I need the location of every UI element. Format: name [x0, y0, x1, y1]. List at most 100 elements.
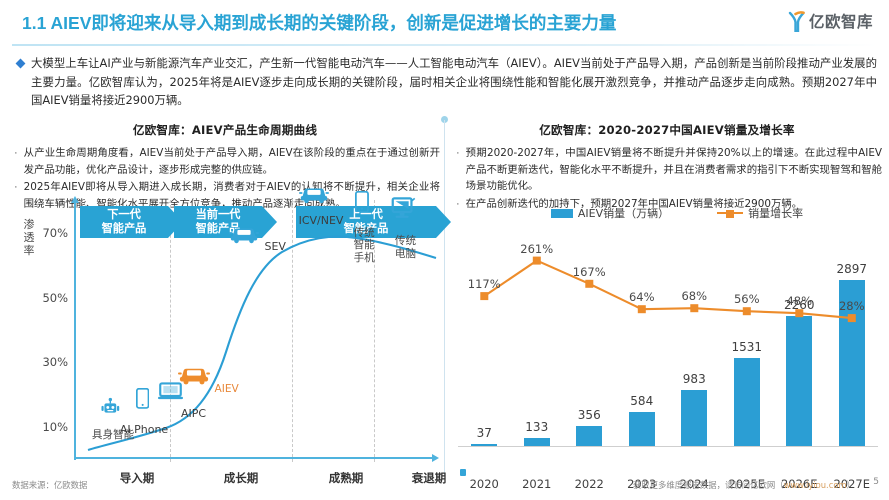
legend-item-sales[interactable]: AIEV销量（万辆） [550, 205, 670, 221]
page-title: 1.1 AIEV即将迎来从导入期到成长期的关键阶段，创新是促进增长的主要力量 [22, 13, 617, 33]
lifecycle-curve-line [87, 235, 437, 452]
lifecycle-y-tick: 50% [42, 290, 68, 305]
growth-line-marker[interactable] [585, 279, 594, 288]
product-marker-label: AIPC [181, 406, 207, 420]
panel-divider [444, 120, 445, 475]
bullet-dot-icon: · [14, 181, 18, 193]
laptop-icon [157, 381, 183, 400]
x-axis-label: 2027E [833, 477, 871, 491]
bar[interactable] [786, 316, 813, 446]
smartphone-icon [136, 387, 150, 409]
legend-line-swatch-icon [717, 209, 744, 218]
car-icon [299, 185, 330, 204]
legend-label-growth: 销量增长率 [748, 207, 804, 220]
left-panel-title: 亿欧智库：AIEV产品生命周期曲线 [132, 123, 318, 137]
lifecycle-y-tick: 10% [42, 419, 68, 434]
lifecycle-y-tick: 70% [42, 226, 68, 241]
bar[interactable] [576, 425, 603, 446]
product-marker-label: AIEV [214, 383, 239, 396]
bullet-dot-icon: · [456, 147, 460, 159]
legend-label-sales: AIEV销量（万辆） [577, 207, 670, 220]
growth-rate-label: 167% [572, 264, 606, 279]
bar[interactable] [628, 412, 655, 446]
chart-legend: AIEV销量（万辆） 销量增长率 [502, 205, 852, 221]
growth-line-marker[interactable] [847, 314, 856, 323]
lifecycle-stage-separator [292, 200, 293, 462]
x-axis-label: 2020 [469, 477, 499, 491]
lifecycle-y-tick: 30% [42, 355, 68, 370]
generation-banner-line1: 当前一代 [195, 208, 241, 221]
data-source: 数据来源：亿欧数据 [12, 480, 88, 490]
iyiou-website-link[interactable]: www.iyiou.com [783, 480, 847, 490]
car-icon [229, 225, 260, 244]
growth-rate-label: 64% [628, 290, 655, 305]
growth-rate-label: 117% [467, 277, 501, 292]
lead-paragraph-text: 大模型上车让AI产业与新能源汽车产业交汇，产生新一代智能电动汽车——人工智能电动… [31, 56, 877, 107]
bar[interactable] [733, 358, 760, 446]
bar[interactable] [838, 279, 865, 446]
right-panel: 亿欧智库：2020-2027中国AIEV销量及增长率 · 预期2020-2027… [452, 122, 882, 213]
lifecycle-stage-label: 成长期 [223, 471, 259, 485]
robot-icon [101, 397, 120, 419]
growth-line-marker[interactable] [532, 256, 541, 265]
page-number: 5 [873, 477, 879, 487]
list-item-text: 预期2020-2027年，中国AIEV销量将不断提升并保持20%以上的增速。在此… [465, 147, 882, 192]
lifecycle-y-axis [71, 196, 78, 460]
car-icon [177, 365, 210, 385]
growth-rate-line [480, 256, 856, 323]
x-axis-label: 2026E [780, 477, 818, 491]
bar[interactable] [471, 443, 498, 446]
list-item: · 在产品创新迭代的加持下，预期2027年中国AIEV销量将接近2900万辆。 [456, 196, 882, 213]
generation-banner-line2: 智能产品 [101, 222, 147, 235]
bar-value-label: 37 [476, 425, 492, 440]
lifecycle-plot-area: 下一代 智能产品 当前一代 智能产品 上一代 智能产品 具身智能 AI Phone AIP… [71, 188, 451, 485]
divider-dot-icon [441, 116, 448, 123]
iyiou-logo-icon [786, 10, 806, 33]
lifecycle-curve-chart: 渗透率 10% 30% 50% 70% 下一代 智能产品 当前一代 智能产品 上一代 智能产品 … [10, 188, 451, 490]
footer-note: 获取更多维度报告数据，请访问亿欧网（www.iyiou.com） [633, 479, 855, 491]
x-axis-label: 2024 [679, 477, 709, 491]
product-marker-label: 传统 智能 手机 [353, 226, 375, 264]
growth-line-path [483, 259, 852, 320]
legend-bar-swatch-icon [550, 208, 573, 218]
growth-rate-label: 28% [838, 299, 865, 314]
lifecycle-y-axis-label: 渗透率 [23, 218, 35, 257]
growth-rate-label: 56% [733, 292, 760, 307]
y-axis-origin-marker-icon [460, 469, 466, 476]
growth-line-marker[interactable] [795, 309, 804, 318]
growth-line-marker[interactable] [742, 307, 751, 316]
lifecycle-x-axis [74, 455, 439, 462]
lifecycle-stage-separator [374, 200, 375, 462]
legend-item-growth[interactable]: 销量增长率 [717, 205, 803, 221]
growth-line-marker[interactable] [637, 305, 646, 314]
sales-x-axis [458, 445, 878, 447]
sales-growth-chart: AIEV销量（万辆） 销量增长率 37 133 356 584 983 1531 2260 2… [452, 205, 886, 491]
bar-value-label: 356 [577, 407, 601, 422]
bar[interactable] [523, 438, 550, 446]
right-panel-title: 亿欧智库：2020-2027中国AIEV销量及增长率 [539, 123, 795, 137]
x-axis-label: 2021 [522, 477, 552, 491]
product-marker-label: 具身智能 [91, 428, 135, 441]
bar-value-label: 1531 [731, 340, 763, 355]
bar-value-label: 2897 [836, 261, 868, 276]
lead-paragraph: 大模型上车让AI产业与新能源汽车产业交汇，产生新一代智能电动汽车——人工智能电动… [15, 54, 877, 110]
bar-value-label: 2260 [783, 298, 815, 313]
slide-header: 1.1 AIEV即将迎来从导入期到成长期的关键阶段，创新是促进增长的主要力量 亿… [0, 0, 889, 44]
growth-line-marker[interactable] [480, 292, 489, 301]
product-marker-label: SEV [264, 240, 286, 254]
growth-rate-label: 261% [520, 241, 554, 256]
header-divider [12, 44, 877, 46]
x-axis-label: 2022 [574, 477, 604, 491]
lifecycle-stage-label: 衰退期 [411, 471, 447, 485]
lifecycle-stage-separator [170, 200, 171, 462]
list-item-text: 在产品创新迭代的加持下，预期2027年中国AIEV销量将接近2900万辆。 [465, 197, 803, 210]
list-item: · 从产业生命周期角度看，AIEV当前处于产品导入期，AIEV在该阶段的重点在于… [14, 145, 440, 178]
sales-plot-area: 37 133 356 584 983 1531 2260 2897 117% 261% 167% 6… [458, 229, 882, 491]
list-item-text: 从产业生命周期角度看，AIEV当前处于产品导入期，AIEV在该阶段的重点在于通过… [23, 147, 440, 176]
lifecycle-stage-label: 导入期 [119, 471, 155, 485]
bar[interactable] [681, 389, 708, 446]
growth-line-marker[interactable] [690, 304, 699, 313]
bar-value-label: 584 [630, 394, 654, 409]
x-axis-label: 2025E [728, 477, 766, 491]
